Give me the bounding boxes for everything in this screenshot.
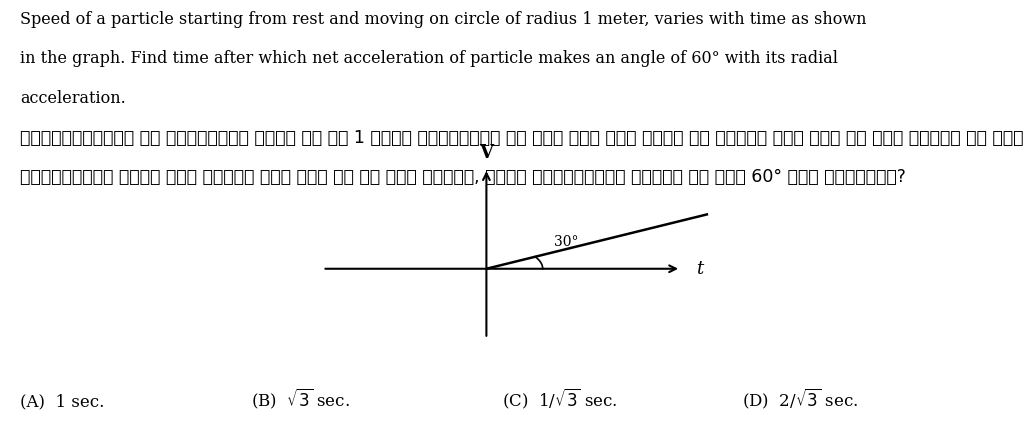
Text: acceleration.: acceleration. xyxy=(20,90,126,107)
Text: V: V xyxy=(479,144,494,162)
Text: परिवर्तित होती है। कितने समय बाद कण का कुल त्वरण, इसके त्रिज्यीय त्वरण के साथ 60: परिवर्तित होती है। कितने समय बाद कण का क… xyxy=(20,168,906,186)
Text: (D)  2/$\sqrt{3}$ sec.: (D) 2/$\sqrt{3}$ sec. xyxy=(742,387,858,411)
Text: विरामावस्था से प्रारम्भ होकर एक कण 1 मीटर त्रिज्या के वृत में गति करता है जिसकी : विरामावस्था से प्रारम्भ होकर एक कण 1 मीट… xyxy=(20,129,1024,147)
Text: 30°: 30° xyxy=(554,235,578,249)
Text: t: t xyxy=(696,260,703,278)
Text: (A)  1 sec.: (A) 1 sec. xyxy=(20,394,104,411)
Text: (B)  $\sqrt{3}$ sec.: (B) $\sqrt{3}$ sec. xyxy=(251,387,350,411)
Text: (C)  1/$\sqrt{3}$ sec.: (C) 1/$\sqrt{3}$ sec. xyxy=(502,387,617,411)
Text: Speed of a particle starting from rest and moving on circle of radius 1 meter, v: Speed of a particle starting from rest a… xyxy=(20,11,867,28)
Text: in the graph. Find time after which net acceleration of particle makes an angle : in the graph. Find time after which net … xyxy=(20,50,839,67)
